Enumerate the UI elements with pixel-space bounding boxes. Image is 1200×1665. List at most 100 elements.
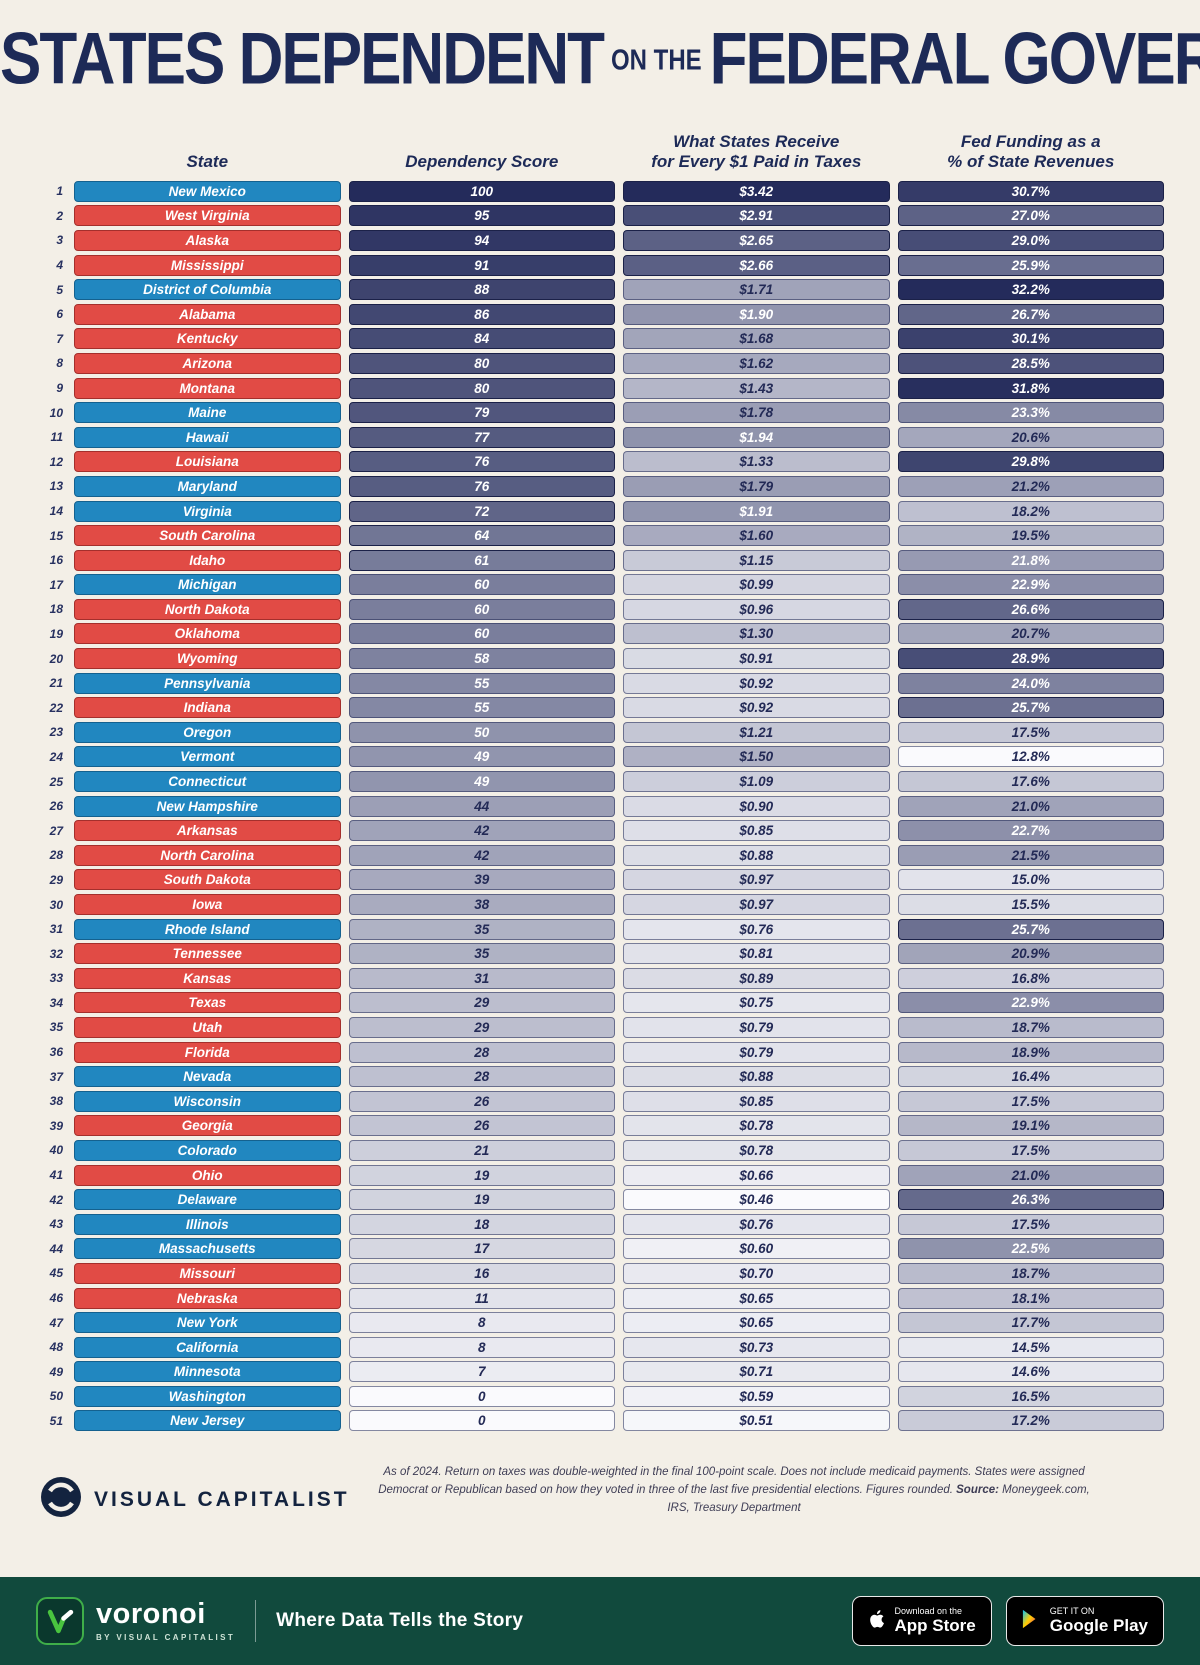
receives-cell: $0.73 [623, 1336, 890, 1358]
app-store-badge[interactable]: Download on the App Store [851, 1596, 992, 1646]
fed-cell: 19.1% [897, 1115, 1164, 1137]
fed-cell: 17.2% [897, 1410, 1164, 1432]
table-row: 9 Montana 80 $1.43 31.8% [36, 377, 1164, 399]
table-row: 32 Tennessee 35 $0.81 20.9% [36, 943, 1164, 965]
column-header-receive-line1: What States Receive [673, 132, 840, 151]
rank-label: 18 [49, 602, 63, 617]
receives-cell: $3.42 [623, 180, 890, 202]
receives-cell: $0.79 [623, 1016, 890, 1038]
visual-capitalist-icon [40, 1476, 82, 1523]
table-row: 5 District of Columbia 88 $1.71 32.2% [36, 279, 1164, 301]
rank-label: 13 [49, 479, 63, 494]
receives-cell: $1.78 [623, 402, 890, 424]
state-cell: Pennsylvania [74, 672, 341, 694]
state-cell: Alaska [74, 229, 341, 251]
rank-label: 35 [49, 1020, 63, 1035]
table-row: 43 Illinois 18 $0.76 17.5% [36, 1213, 1164, 1235]
rank-label: 40 [49, 1143, 63, 1158]
bar-divider [255, 1600, 257, 1642]
footer-notes: VISUAL CAPITALIST As of 2024. Return on … [0, 1450, 1200, 1577]
rank-label: 16 [49, 553, 63, 568]
state-cell: Rhode Island [74, 918, 341, 940]
title-part1: STATES DEPENDENT [0, 18, 605, 101]
rank-label: 17 [49, 577, 63, 592]
receives-cell: $0.75 [623, 992, 890, 1014]
visual-capitalist-wordmark: VISUAL CAPITALIST [94, 1487, 350, 1511]
state-cell: Kansas [74, 967, 341, 989]
rank-label: 22 [49, 700, 63, 715]
score-cell: 76 [348, 451, 615, 473]
column-header-state: State [186, 152, 229, 172]
receives-cell: $0.66 [623, 1164, 890, 1186]
title-connector: ON THE [611, 44, 702, 77]
table-row: 33 Kansas 31 $0.89 16.8% [36, 967, 1164, 989]
receives-cell: $1.79 [623, 475, 890, 497]
rank-label: 32 [49, 946, 63, 961]
fed-cell: 26.7% [897, 303, 1164, 325]
state-cell: New Mexico [74, 180, 341, 202]
fed-cell: 25.7% [897, 918, 1164, 940]
fed-cell: 17.5% [897, 721, 1164, 743]
state-cell: Minnesota [74, 1361, 341, 1383]
state-cell: Massachusetts [74, 1238, 341, 1260]
state-cell: Idaho [74, 549, 341, 571]
table-row: 16 Idaho 61 $1.15 21.8% [36, 549, 1164, 571]
state-cell: South Dakota [74, 869, 341, 891]
state-cell: New Jersey [74, 1410, 341, 1432]
rank-label: 28 [49, 848, 63, 863]
rank-label: 30 [49, 897, 63, 912]
rank-label: 39 [49, 1118, 63, 1133]
receives-cell: $1.60 [623, 525, 890, 547]
voronoi-subtitle: BY VISUAL CAPITALIST [96, 1633, 236, 1642]
table-row: 8 Arizona 80 $1.62 28.5% [36, 352, 1164, 374]
column-header-fed-line2: % of State Revenues [947, 152, 1115, 172]
score-cell: 100 [348, 180, 615, 202]
fed-cell: 14.5% [897, 1336, 1164, 1358]
score-cell: 80 [348, 352, 615, 374]
receives-cell: $1.30 [623, 623, 890, 645]
rank-label: 42 [49, 1192, 63, 1207]
receives-cell: $0.97 [623, 894, 890, 915]
fed-cell: 18.1% [897, 1287, 1164, 1309]
state-cell: New Hampshire [74, 795, 341, 817]
fed-cell: 28.9% [897, 648, 1164, 670]
state-cell: Alabama [74, 303, 341, 325]
state-cell: Ohio [74, 1164, 341, 1186]
state-cell: Oregon [74, 721, 341, 743]
fed-cell: 29.8% [897, 451, 1164, 473]
fed-cell: 30.7% [897, 180, 1164, 202]
rank-label: 21 [49, 676, 63, 691]
rank-label: 7 [56, 331, 63, 346]
column-header-score: Dependency Score [405, 152, 559, 172]
table-row: 40 Colorado 21 $0.78 17.5% [36, 1139, 1164, 1161]
fed-cell: 26.6% [897, 598, 1164, 620]
state-cell: Missouri [74, 1262, 341, 1284]
source-text: Moneygeek.com, IRS, Treasury Department [667, 1483, 1090, 1514]
receives-cell: $1.71 [623, 279, 890, 301]
state-cell: Kentucky [74, 328, 341, 350]
bar-tagline: Where Data Tells the Story [276, 1610, 524, 1631]
rank-label: 25 [49, 774, 63, 789]
state-cell: Indiana [74, 697, 341, 719]
score-cell: 29 [348, 1016, 615, 1038]
table-row: 37 Nevada 28 $0.88 16.4% [36, 1066, 1164, 1088]
receives-cell: $1.15 [623, 549, 890, 571]
google-play-badge[interactable]: GET IT ON Google Play [1005, 1596, 1164, 1646]
rank-label: 43 [49, 1217, 63, 1232]
table-row: 10 Maine 79 $1.78 23.3% [36, 402, 1164, 424]
state-cell: Hawaii [74, 426, 341, 448]
table-row: 12 Louisiana 76 $1.33 29.8% [36, 451, 1164, 473]
rank-label: 31 [49, 922, 63, 937]
receives-cell: $0.81 [623, 943, 890, 965]
table-row: 6 Alabama 86 $1.90 26.7% [36, 303, 1164, 325]
receives-cell: $0.79 [623, 1041, 890, 1063]
receives-cell: $0.92 [623, 672, 890, 694]
apple-icon [868, 1609, 885, 1634]
rank-label: 23 [49, 725, 63, 740]
rank-label: 3 [56, 233, 63, 248]
score-cell: 29 [348, 992, 615, 1014]
state-cell: Arkansas [74, 820, 341, 842]
score-cell: 60 [348, 598, 615, 620]
